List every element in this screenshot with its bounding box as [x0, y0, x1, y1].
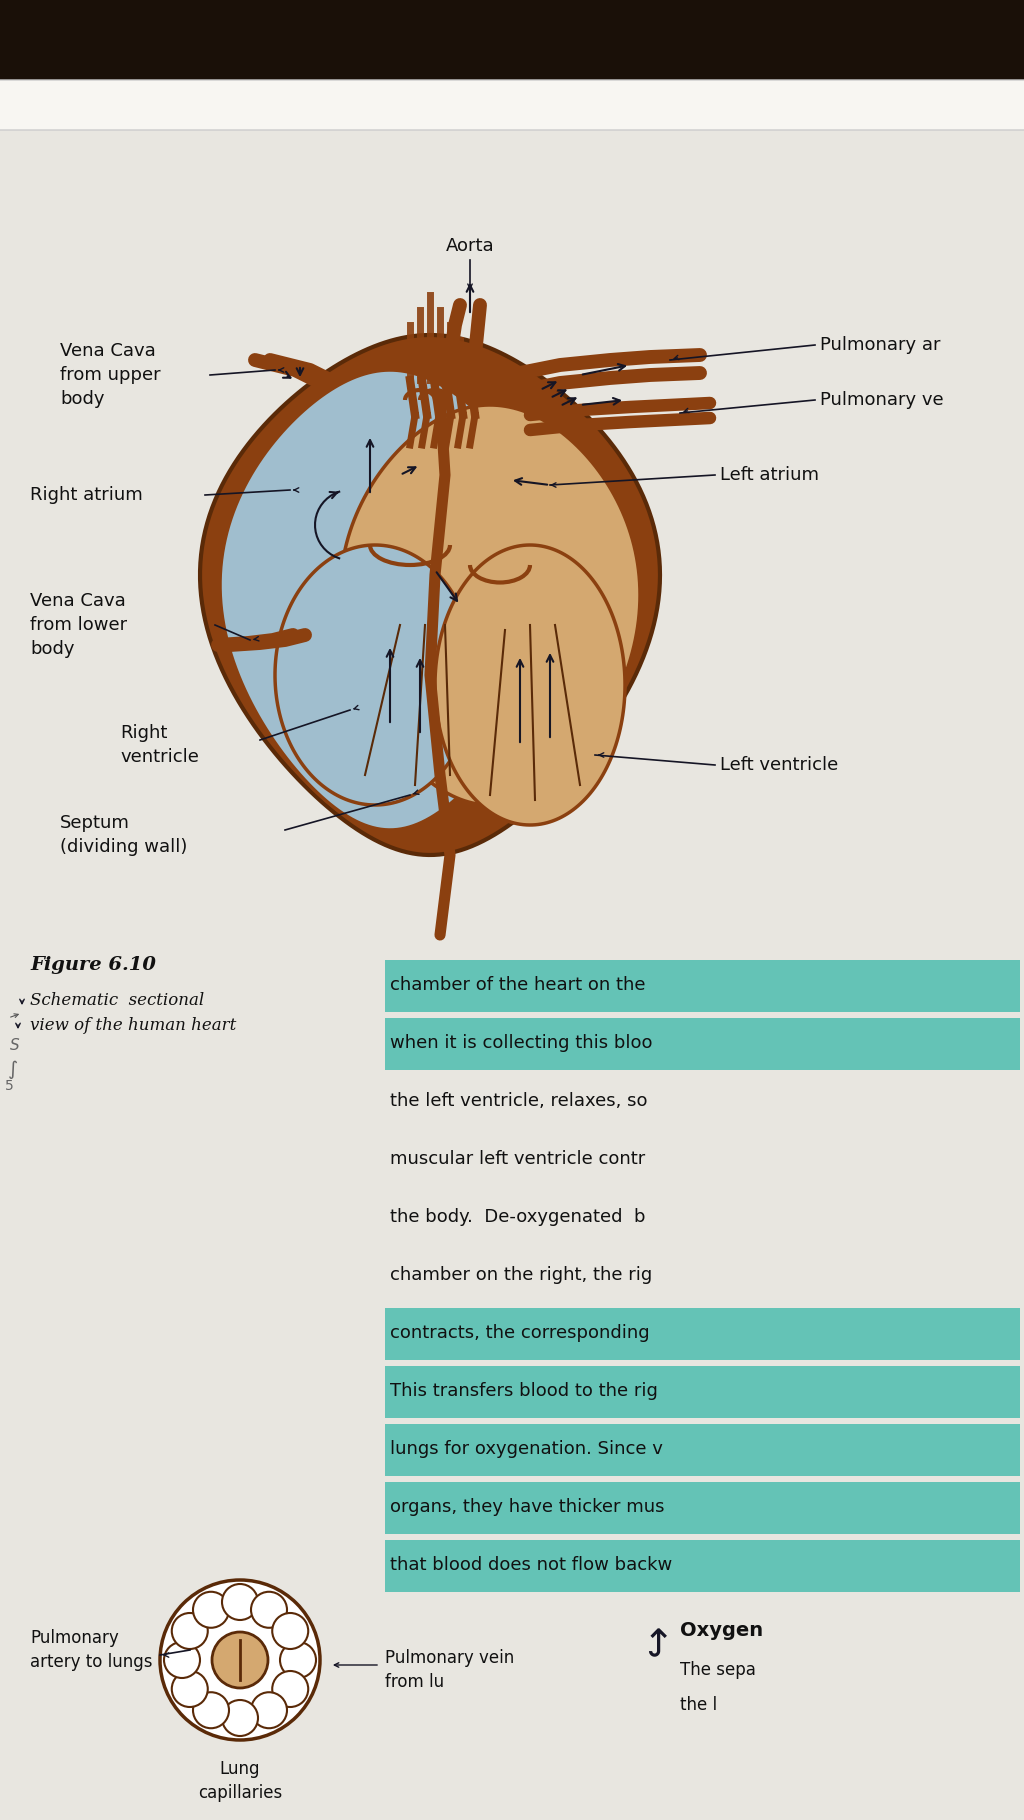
Circle shape: [251, 1693, 287, 1729]
FancyBboxPatch shape: [0, 80, 1024, 129]
Bar: [385, 1423, 1020, 1476]
Circle shape: [172, 1613, 208, 1649]
Text: Pulmonary ve: Pulmonary ve: [820, 391, 944, 410]
Text: ∫: ∫: [8, 1059, 18, 1079]
Text: The sepa: The sepa: [680, 1662, 756, 1680]
Text: Vena Cava
from lower
body: Vena Cava from lower body: [30, 592, 127, 657]
Circle shape: [222, 1583, 258, 1620]
Circle shape: [160, 1580, 319, 1740]
Text: Oxygen: Oxygen: [680, 1620, 763, 1640]
Text: Septum
(dividing wall): Septum (dividing wall): [60, 814, 187, 855]
Text: that blood does not flow backw: that blood does not flow backw: [390, 1556, 672, 1574]
Text: Right atrium: Right atrium: [30, 486, 142, 504]
Circle shape: [164, 1642, 200, 1678]
Text: Lung
capillaries: Lung capillaries: [198, 1760, 283, 1802]
Polygon shape: [220, 369, 560, 830]
Polygon shape: [200, 335, 660, 855]
Text: chamber of the heart on the: chamber of the heart on the: [390, 976, 645, 994]
Circle shape: [212, 1633, 268, 1687]
Text: lungs for oxygenation. Since v: lungs for oxygenation. Since v: [390, 1440, 663, 1458]
Text: muscular left ventricle contr: muscular left ventricle contr: [390, 1150, 645, 1168]
Circle shape: [172, 1671, 208, 1707]
Text: This transfers blood to the rig: This transfers blood to the rig: [390, 1381, 657, 1400]
Text: ↪: ↪: [640, 1623, 678, 1656]
Text: Pulmonary
artery to lungs: Pulmonary artery to lungs: [30, 1629, 153, 1671]
Text: when it is collecting this bloo: when it is collecting this bloo: [390, 1034, 652, 1052]
Circle shape: [222, 1700, 258, 1736]
Circle shape: [251, 1592, 287, 1627]
Circle shape: [193, 1592, 229, 1627]
Text: organs, they have thicker mus: organs, they have thicker mus: [390, 1498, 665, 1516]
Text: the l: the l: [680, 1696, 717, 1714]
Text: Pulmonary vein
from lu: Pulmonary vein from lu: [385, 1649, 514, 1691]
Text: Left atrium: Left atrium: [720, 466, 819, 484]
Text: view of the human heart: view of the human heart: [30, 1017, 237, 1034]
Text: the body.  De-oxygenated  b: the body. De-oxygenated b: [390, 1208, 645, 1227]
Bar: [385, 1309, 1020, 1360]
Text: Vena Cava
from upper
body: Vena Cava from upper body: [60, 342, 161, 408]
Text: chamber on the right, the rig: chamber on the right, the rig: [390, 1267, 652, 1283]
Circle shape: [280, 1642, 316, 1678]
Bar: [0, 0, 1024, 109]
Text: Schematic  sectional: Schematic sectional: [30, 992, 204, 1008]
Polygon shape: [275, 544, 475, 804]
Text: Pulmonary ar: Pulmonary ar: [820, 337, 940, 355]
Text: Left ventricle: Left ventricle: [720, 755, 839, 774]
Text: contracts, the corresponding: contracts, the corresponding: [390, 1323, 649, 1341]
Circle shape: [193, 1693, 229, 1729]
Circle shape: [272, 1671, 308, 1707]
Text: Right
ventricle: Right ventricle: [120, 724, 199, 766]
Text: 5: 5: [5, 1079, 13, 1094]
Circle shape: [272, 1613, 308, 1649]
Polygon shape: [435, 544, 625, 824]
Text: Aorta: Aorta: [445, 237, 495, 255]
Text: the left ventricle, relaxes, so: the left ventricle, relaxes, so: [390, 1092, 647, 1110]
Bar: [385, 959, 1020, 1012]
Polygon shape: [340, 406, 640, 804]
Bar: [385, 1481, 1020, 1534]
Bar: [385, 1367, 1020, 1418]
Text: S: S: [10, 1037, 19, 1054]
Text: Figure 6.10: Figure 6.10: [30, 956, 156, 974]
Bar: [385, 1017, 1020, 1070]
Bar: [385, 1540, 1020, 1592]
